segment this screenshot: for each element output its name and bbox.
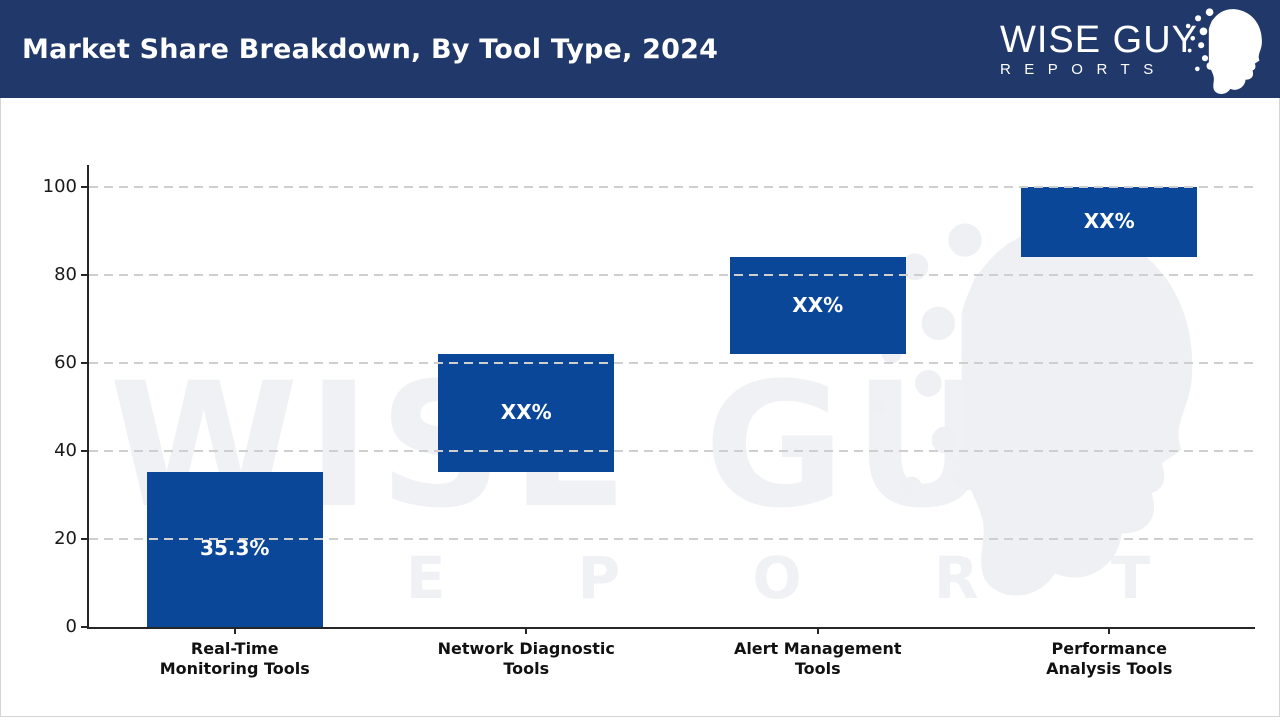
bar-value-label: XX% [792, 292, 844, 317]
x-axis-category-label: Real-Time Monitoring Tools [159, 639, 310, 678]
x-axis-line [87, 627, 1255, 629]
y-gridline [89, 186, 1255, 188]
y-axis-tick [81, 274, 88, 276]
x-axis-tick [525, 627, 528, 634]
chart-title: Market Share Breakdown, By Tool Type, 20… [22, 33, 719, 65]
y-axis-tick-label: 100 [42, 176, 77, 197]
x-axis-category-label: Alert Management Tools [733, 639, 902, 678]
y-axis-tick [81, 538, 88, 540]
y-gridline [89, 538, 1255, 540]
waterfall-bar [438, 354, 615, 472]
y-gridline [89, 274, 1255, 276]
y-axis-tick-label: 60 [54, 352, 77, 373]
logo-text: WISE GUY REPORTS [1000, 20, 1198, 78]
x-axis-tick [233, 627, 236, 634]
y-gridline [89, 450, 1255, 452]
x-axis-tick [1108, 627, 1111, 634]
waterfall-bar [729, 257, 906, 355]
y-axis-tick [81, 362, 88, 364]
x-axis-category-label: Performance Analysis Tools [1046, 639, 1173, 678]
x-axis-tick [816, 627, 819, 634]
y-axis-line [87, 165, 89, 629]
wise-guy-logo: WISE GUY REPORTS [1000, 3, 1280, 95]
y-axis-tick [81, 626, 88, 628]
y-axis-tick [81, 186, 88, 188]
waterfall-bar [146, 471, 323, 627]
y-axis-tick-label: 0 [65, 616, 77, 637]
y-axis-tick-label: 40 [54, 440, 77, 461]
y-axis-tick-label: 80 [54, 264, 77, 285]
y-gridline [89, 362, 1255, 364]
logo-wordmark: WISE GUY [999, 19, 1198, 61]
x-axis-category-label: Network Diagnostic Tools [437, 639, 615, 678]
logo-face-icon [1185, 8, 1262, 94]
bar-value-label: XX% [500, 399, 552, 424]
y-axis-tick-label: 20 [54, 528, 77, 549]
logo-subtitle: REPORTS [999, 61, 1167, 78]
bar-value-label: 35.3% [200, 536, 270, 561]
waterfall-bar [1021, 187, 1198, 258]
header-bar: Market Share Breakdown, By Tool Type, 20… [0, 0, 1280, 98]
watermark-face-icon [861, 223, 1193, 596]
bar-value-label: XX% [1083, 209, 1135, 234]
y-axis-tick [81, 450, 88, 452]
